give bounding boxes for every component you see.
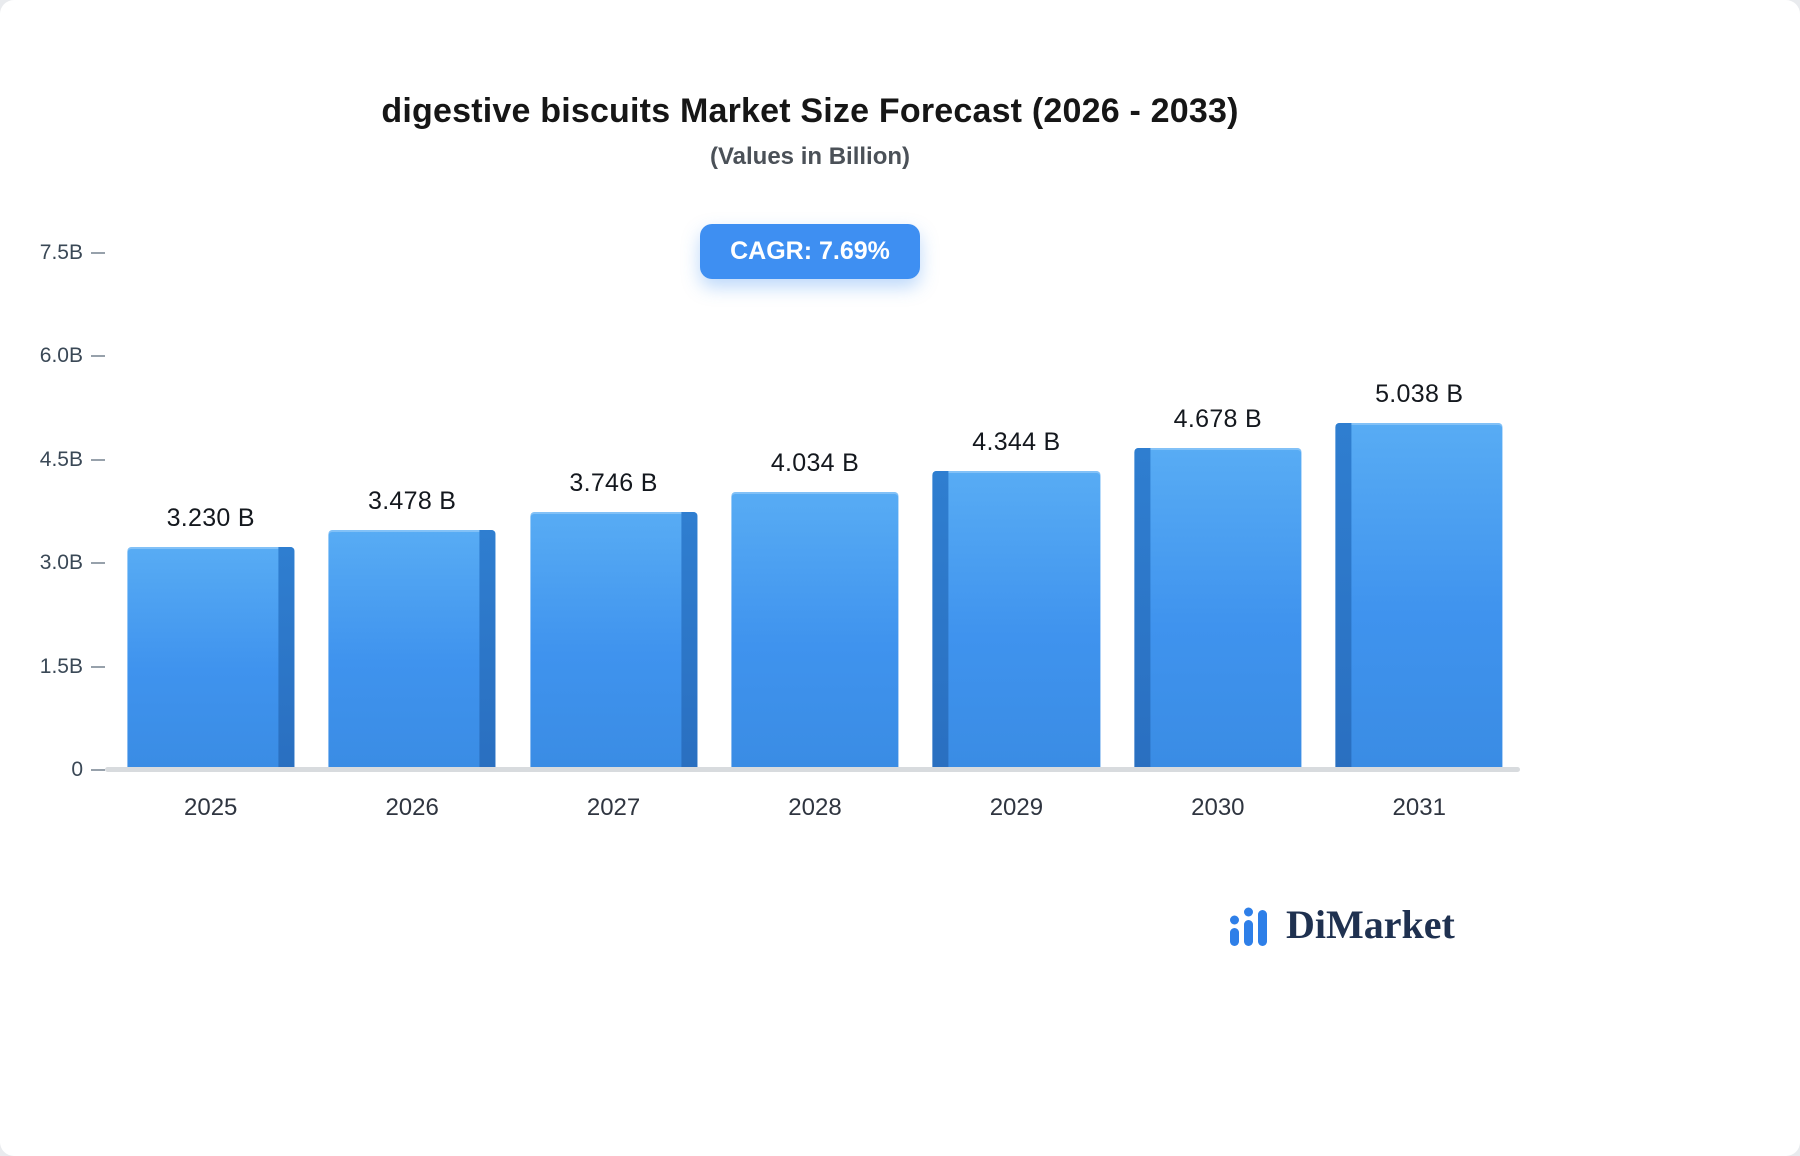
bar-chart: 0 1.5B 3.0B 4.5B 6.0B 7.5B 3.230 B 2025 3.478 B… [35,241,1520,821]
bar-slot: 3.746 B 2027 [513,253,714,821]
y-tick: 6.0B [37,344,105,368]
y-tick: 1.5B [37,655,105,679]
x-axis-label: 2029 [989,794,1044,821]
y-tick-mark [91,355,105,358]
bar-chart-icon [1230,907,1267,946]
bar-3d-shade [479,530,496,770]
y-axis: 0 1.5B 3.0B 4.5B 6.0B 7.5B [35,241,105,781]
y-tick-label: 6.0B [39,344,83,368]
chart-header: digestive biscuits Market Size Forecast … [0,92,1620,171]
bar-value-label: 4.034 B [770,448,860,477]
x-axis-label: 2025 [184,794,238,821]
bar-slot: 4.678 B 2030 [1117,253,1318,821]
bar-2026 [328,530,496,770]
y-tick-mark [91,458,105,461]
bar-slot: 4.344 B 2029 [916,253,1117,821]
y-tick: 4.5B [37,448,105,472]
bar-3d-shade [278,547,295,770]
bar-3d-shade [1335,422,1352,770]
bar-2025 [127,547,295,770]
bar-2029 [932,470,1100,770]
y-tick-mark [91,252,105,254]
brand-logo: DiMarket [1228,901,1455,948]
y-tick-mark [91,665,105,668]
y-tick-mark [91,562,105,565]
y-tick-label: 7.5B [39,241,83,264]
x-axis-line [105,767,1520,772]
cagr-badge: CAGR: 7.69% [700,224,920,279]
y-tick-label: 4.5B [39,447,83,471]
bar-value-label: 3.230 B [166,504,255,533]
x-axis-label: 2030 [1191,794,1245,821]
bar-value-label: 4.678 B [1173,404,1262,433]
y-tick-label: 3.0B [39,551,83,575]
bar-slot: 5.038 B 2031 [1319,253,1520,821]
bar-slot: 3.230 B 2025 [110,253,311,821]
x-axis-label: 2026 [385,794,439,821]
y-tick: 7.5B [37,241,105,265]
chart-title: digestive biscuits Market Size Forecast … [381,92,1239,130]
bar-2031 [1335,422,1503,770]
plot-area: 3.230 B 2025 3.478 B 2026 3.746 B 2027 4.034 B… [110,253,1520,821]
y-tick-label: 1.5B [39,654,83,678]
bar-3d-shade [681,511,698,770]
bar-value-label: 5.038 B [1375,379,1464,408]
bar-slot: 4.034 B 2028 [714,253,915,821]
bar-3d-shade [932,470,949,770]
y-tick: 3.0B [37,551,105,575]
chart-subtitle: (Values in Billion) [709,143,911,170]
x-axis-label: 2031 [1392,794,1446,821]
bar-2030 [1134,447,1302,770]
x-axis-label: 2028 [788,794,842,821]
bar-value-label: 3.746 B [569,468,658,497]
bar-value-label: 3.478 B [367,487,457,516]
y-tick-mark [91,769,105,771]
x-axis-label: 2027 [586,794,641,821]
y-tick: 0 [37,758,105,782]
bar-value-label: 4.344 B [972,427,1061,456]
y-tick-label: 0 [71,758,83,781]
badge-row: CAGR: 7.69% [0,224,1620,279]
bar-3d-shade [1134,447,1151,770]
bar-2028 [731,491,899,770]
bar-slot: 3.478 B 2026 [311,253,512,821]
bar-2027 [529,511,698,770]
brand-name: DiMarket [1286,902,1455,947]
